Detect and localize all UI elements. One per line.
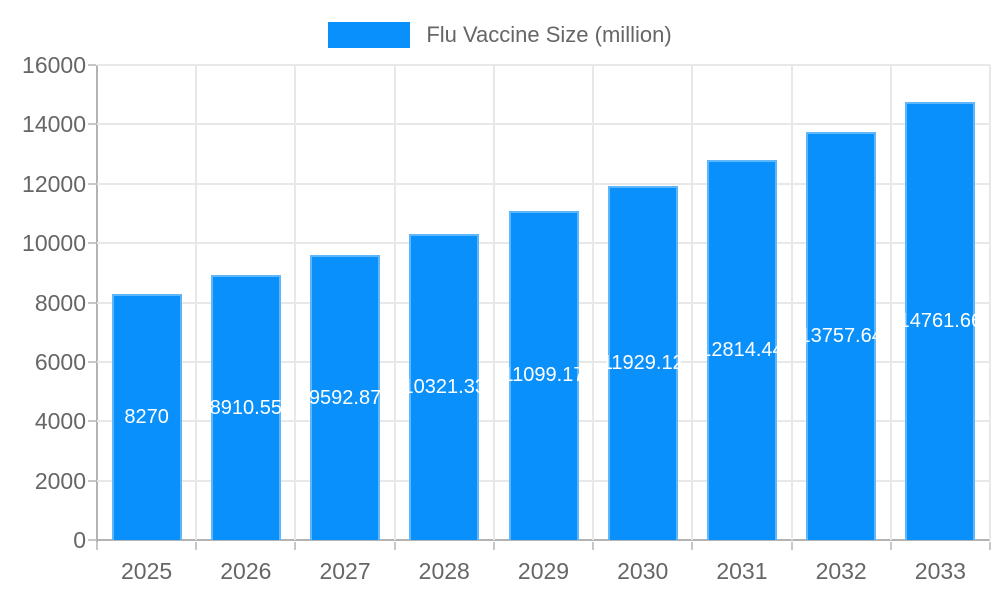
y-axis-tick-label: 8000	[34, 289, 86, 316]
x-axis-tick-label: 2025	[121, 558, 173, 584]
x-gridline	[592, 65, 595, 540]
legend-swatch-icon	[328, 22, 411, 48]
x-axis-tick-label: 2033	[914, 558, 966, 584]
x-gridline	[691, 65, 694, 540]
y-axis-tick-label: 10000	[22, 230, 86, 257]
bar-2027[interactable]	[310, 255, 381, 540]
x-tick-mark	[691, 542, 694, 550]
y-tick-mark	[88, 479, 96, 482]
x-tick-mark	[989, 542, 991, 550]
bar-2026[interactable]	[210, 275, 281, 540]
x-tick-mark	[492, 542, 495, 550]
x-tick-mark	[195, 542, 198, 550]
bar-2032[interactable]	[806, 131, 877, 540]
y-tick-mark	[88, 420, 96, 423]
y-tick-mark	[88, 539, 96, 541]
y-axis-tick-label: 16000	[22, 52, 86, 78]
x-gridline	[492, 65, 495, 540]
plot-area: 8270 8910.55 9592.87 10321.33 11099.17 11929.…	[97, 64, 991, 540]
x-tick-mark	[96, 542, 98, 550]
y-tick-mark	[88, 123, 96, 126]
x-axis-tick-label: 2030	[617, 558, 669, 584]
bar-2029[interactable]	[508, 210, 579, 540]
legend-label: Flu Vaccine Size (million)	[426, 22, 672, 47]
bar-2028[interactable]	[409, 233, 480, 540]
y-axis-tick-label: 14000	[22, 111, 86, 138]
bar-2031[interactable]	[706, 159, 777, 540]
x-gridline	[294, 65, 297, 540]
y-gridline	[97, 182, 990, 185]
y-axis-tick-label: 0	[73, 527, 86, 553]
x-gridline	[195, 65, 198, 540]
y-tick-mark	[88, 360, 96, 363]
x-gridline	[889, 65, 892, 540]
bar-2030[interactable]	[607, 185, 678, 540]
x-tick-mark	[790, 542, 793, 550]
x-tick-mark	[592, 542, 595, 550]
x-tick-mark	[889, 542, 892, 550]
bar-2033[interactable]	[905, 101, 976, 540]
x-tick-mark	[393, 542, 396, 550]
x-axis-tick-label: 2029	[517, 558, 570, 584]
x-gridline	[790, 65, 793, 540]
y-tick-mark	[88, 242, 96, 245]
y-axis-line	[96, 65, 98, 548]
y-axis-tick-label: 6000	[34, 348, 86, 375]
x-axis-tick-label: 2026	[220, 558, 272, 584]
y-gridline	[97, 123, 990, 126]
x-axis-tick-label: 2027	[319, 558, 371, 584]
y-tick-mark	[88, 301, 96, 304]
x-axis-tick-label: 2032	[815, 558, 867, 584]
y-gridline	[97, 64, 990, 66]
y-tick-mark	[88, 182, 96, 185]
x-axis-tick-label: 2028	[418, 558, 470, 584]
legend[interactable]: Flu Vaccine Size (million)	[0, 20, 1000, 50]
x-gridline	[393, 65, 396, 540]
x-tick-mark	[294, 542, 297, 550]
y-axis-tick-label: 12000	[22, 170, 86, 197]
y-tick-mark	[88, 64, 96, 66]
bar-2025[interactable]	[111, 294, 182, 540]
y-axis-tick-label: 2000	[34, 467, 86, 494]
y-axis-tick-label: 4000	[34, 408, 86, 435]
x-gridline	[989, 65, 991, 540]
x-axis-line	[96, 539, 990, 541]
x-axis-tick-label: 2031	[716, 558, 768, 584]
